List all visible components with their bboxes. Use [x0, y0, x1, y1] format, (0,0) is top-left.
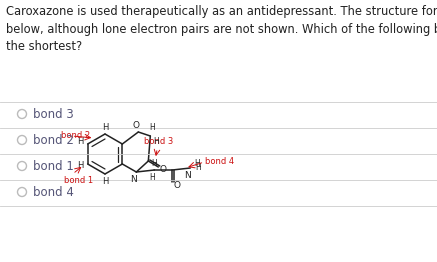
Text: H: H: [153, 137, 159, 145]
Text: H: H: [77, 161, 84, 171]
Text: O: O: [160, 165, 167, 173]
Text: H: H: [102, 177, 108, 185]
Text: N: N: [184, 171, 191, 179]
Text: bond 2: bond 2: [61, 132, 90, 140]
Text: N: N: [130, 174, 137, 183]
Text: Caroxazone is used therapeutically as an antidepressant. The structure for this : Caroxazone is used therapeutically as an…: [6, 5, 437, 53]
Text: H: H: [149, 123, 155, 133]
Text: H: H: [152, 159, 157, 167]
Text: H: H: [77, 138, 84, 146]
Text: bond 2: bond 2: [33, 134, 74, 146]
Text: O: O: [133, 121, 140, 129]
Text: H: H: [149, 172, 155, 182]
Text: bond 1: bond 1: [33, 160, 74, 172]
Text: O: O: [174, 181, 181, 189]
Text: bond 1: bond 1: [64, 176, 93, 185]
Text: H: H: [195, 163, 201, 172]
Text: bond 3: bond 3: [33, 107, 74, 121]
Text: bond 4: bond 4: [205, 157, 234, 166]
Text: bond 4: bond 4: [33, 185, 74, 199]
Text: H: H: [102, 123, 108, 132]
Text: H: H: [194, 160, 200, 168]
Text: bond 3: bond 3: [144, 137, 173, 146]
